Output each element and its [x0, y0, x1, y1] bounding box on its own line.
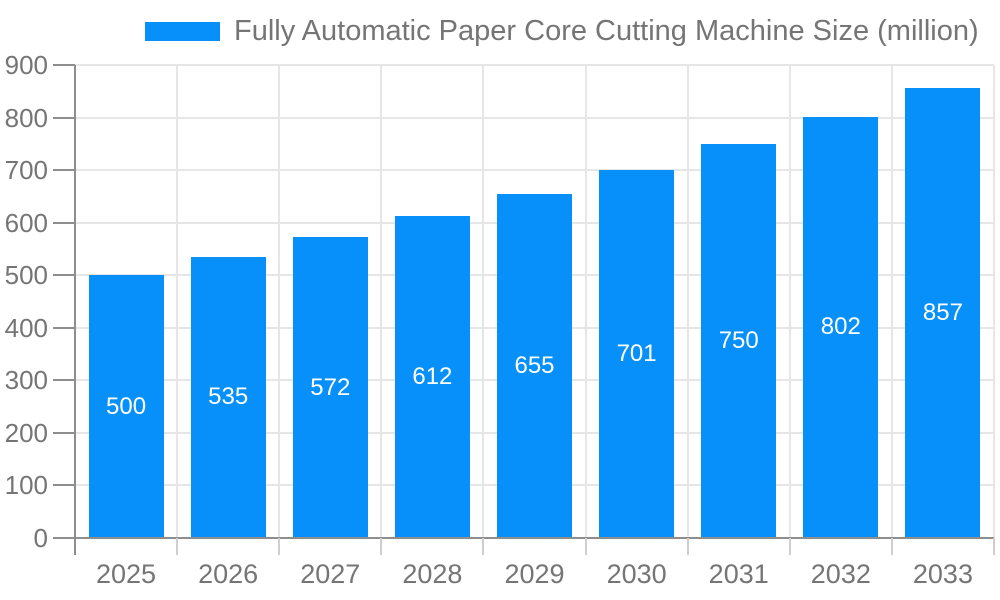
v-gridline: [278, 65, 281, 538]
y-tick: [53, 221, 75, 224]
y-axis-label-300: 300: [4, 365, 48, 396]
bar-value-label: 750: [718, 326, 759, 354]
bar-2030[interactable]: 701: [599, 169, 675, 538]
y-axis-line: [74, 65, 76, 555]
x-axis-label-2028: 2028: [402, 559, 463, 589]
bar-2031[interactable]: 750: [701, 143, 777, 538]
y-axis-label-200: 200: [4, 417, 48, 448]
x-axis-label-2033: 2033: [912, 559, 973, 589]
legend: Fully Automatic Paper Core Cutting Machi…: [145, 10, 979, 52]
x-axis-label-2031: 2031: [708, 559, 769, 589]
bar-2025[interactable]: 500: [88, 275, 164, 538]
v-gridline: [993, 65, 995, 538]
bar-2032[interactable]: 802: [803, 116, 879, 538]
bar-2029[interactable]: 655: [497, 193, 572, 538]
bar-value-label: 572: [310, 373, 351, 401]
h-gridline: [75, 116, 994, 119]
x-tick: [890, 538, 893, 555]
v-gridline: [380, 65, 383, 538]
x-tick: [993, 538, 995, 555]
y-axis-label-700: 700: [4, 155, 48, 186]
y-axis-label-800: 800: [4, 102, 48, 133]
x-axis-label-2030: 2030: [606, 559, 667, 589]
y-axis-label-500: 500: [4, 260, 48, 291]
bar-value-label: 802: [820, 313, 861, 341]
x-tick: [482, 538, 485, 555]
y-tick: [53, 116, 75, 119]
v-gridline: [788, 65, 791, 538]
x-axis-label-2026: 2026: [198, 559, 259, 589]
y-tick: [53, 431, 75, 434]
v-gridline: [686, 65, 689, 538]
v-gridline: [890, 65, 893, 538]
legend-label[interactable]: Fully Automatic Paper Core Cutting Machi…: [234, 14, 979, 47]
x-axis-label-2025: 2025: [96, 559, 157, 589]
x-axis-line: [75, 537, 994, 539]
bar-2028[interactable]: 612: [394, 216, 470, 538]
bar-value-label: 701: [616, 339, 657, 367]
v-gridline: [176, 65, 179, 538]
h-gridline: [75, 64, 994, 66]
y-tick: [53, 484, 75, 487]
bar-value-label: 612: [412, 363, 453, 391]
y-tick: [53, 379, 75, 382]
x-tick: [380, 538, 383, 555]
x-axis-label-2032: 2032: [810, 559, 871, 589]
x-tick: [278, 538, 281, 555]
bar-2027[interactable]: 572: [292, 237, 368, 538]
x-tick: [176, 538, 179, 555]
x-tick: [686, 538, 689, 555]
y-axis-label-0: 0: [33, 523, 48, 553]
bar-2033[interactable]: 857: [905, 87, 981, 538]
v-gridline: [584, 65, 587, 538]
y-tick: [53, 537, 75, 539]
y-tick: [53, 64, 75, 66]
y-axis-label-900: 900: [4, 50, 48, 80]
y-tick: [53, 274, 75, 277]
bar-value-label: 857: [922, 298, 963, 326]
bar-2026[interactable]: 535: [190, 256, 266, 538]
legend-swatch[interactable]: [145, 21, 220, 41]
bar-value-label: 535: [208, 383, 249, 411]
y-axis-label-600: 600: [4, 207, 48, 238]
v-gridline: [482, 65, 485, 538]
y-tick: [53, 169, 75, 172]
y-axis-label-400: 400: [4, 312, 48, 343]
x-tick: [584, 538, 587, 555]
h-gridline: [75, 169, 994, 172]
y-tick: [53, 326, 75, 329]
bar-value-label: 500: [106, 392, 147, 420]
y-axis-label-100: 100: [4, 470, 48, 501]
x-axis-label-2027: 2027: [300, 559, 361, 589]
x-tick: [788, 538, 791, 555]
bar-value-label: 655: [514, 351, 555, 379]
x-axis-label-2029: 2029: [504, 559, 565, 589]
